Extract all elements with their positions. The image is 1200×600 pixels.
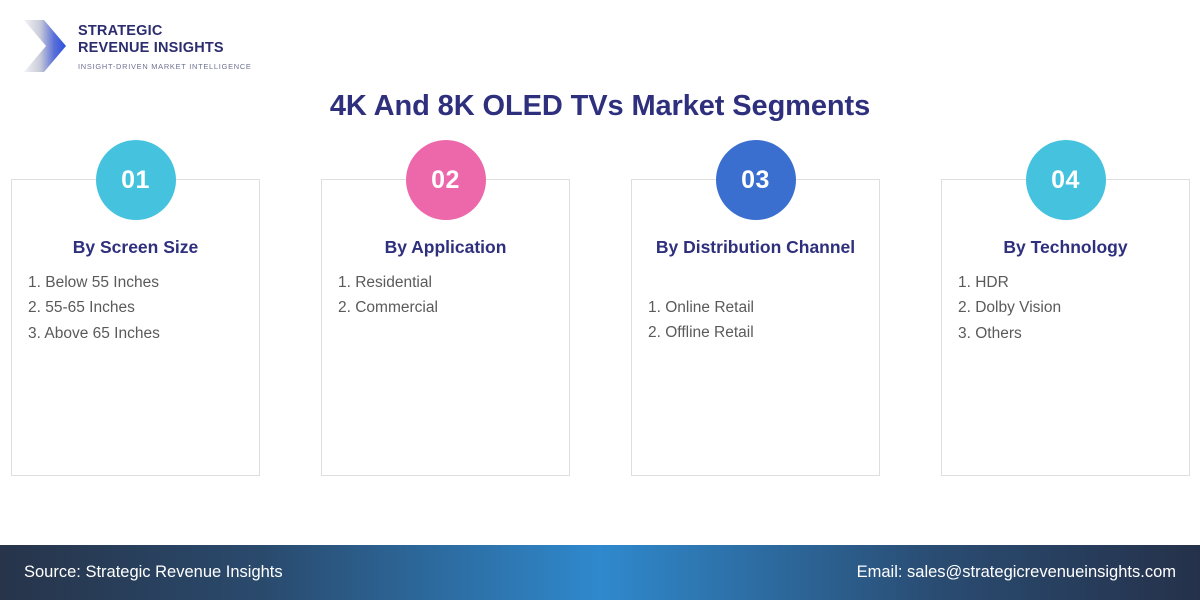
segment-card-3[interactable]: 03 By Distribution Channel 1. Online Ret… bbox=[631, 140, 880, 476]
segment-card-list: 01 By Screen Size 1. Below 55 Inches 2. … bbox=[11, 140, 1190, 476]
footer-email[interactable]: Email: sales@strategicrevenueinsights.co… bbox=[856, 563, 1176, 581]
segment-title-4: By Technology bbox=[1003, 237, 1128, 257]
list-item: 3. Above 65 Inches bbox=[28, 324, 160, 342]
segment-title-2: By Application bbox=[384, 237, 507, 257]
brand-logo: STRATEGIC REVENUE INSIGHTS INSIGHT-DRIVE… bbox=[22, 18, 252, 74]
segment-card-4[interactable]: 04 By Technology 1. HDR 2. Dolby Vision … bbox=[941, 140, 1190, 476]
list-item: 3. Others bbox=[958, 324, 1022, 342]
logo-wordmark: STRATEGIC REVENUE INSIGHTS INSIGHT-DRIVE… bbox=[78, 21, 252, 71]
footer-bar: Source: Strategic Revenue Insights Email… bbox=[0, 545, 1200, 600]
logo-name-line2: REVENUE INSIGHTS bbox=[78, 40, 224, 56]
segment-title-1: By Screen Size bbox=[72, 237, 199, 257]
segment-badge-3: 03 bbox=[715, 140, 796, 220]
list-item: 1. Below 55 Inches bbox=[28, 274, 159, 291]
list-item: 1. Online Retail bbox=[648, 299, 754, 316]
segment-card-2[interactable]: 02 By Application 1. Residential 2. Comm… bbox=[321, 140, 570, 476]
logo-name-line1: STRATEGIC bbox=[78, 23, 163, 40]
segment-badge-4: 04 bbox=[1025, 140, 1106, 220]
list-item: 1. HDR bbox=[958, 274, 1009, 291]
footer-source: Source: Strategic Revenue Insights bbox=[24, 563, 283, 581]
segment-items-2: 1. Residential 2. Commercial bbox=[338, 270, 559, 321]
segment-badge-2: 02 bbox=[405, 140, 486, 220]
segment-badge-1: 01 bbox=[95, 140, 176, 220]
segment-items-4: 1. HDR 2. Dolby Vision 3. Others bbox=[958, 270, 1179, 346]
segment-items-1: 1. Below 55 Inches 2. 55-65 Inches 3. Ab… bbox=[28, 270, 249, 346]
page-title: 4K And 8K OLED TVs Market Segments bbox=[329, 90, 871, 122]
segment-card-1[interactable]: 01 By Screen Size 1. Below 55 Inches 2. … bbox=[11, 140, 260, 476]
segment-title-3: By Distribution Channel bbox=[655, 237, 856, 257]
list-item: 2. 55-65 Inches bbox=[28, 299, 135, 317]
chevron-right-logo-mark bbox=[22, 18, 68, 74]
logo-tagline: INSIGHT-DRIVEN MARKET INTELLIGENCE bbox=[78, 61, 252, 71]
list-item: 1. Residential bbox=[338, 274, 432, 291]
list-item: 2. Commercial bbox=[338, 299, 438, 317]
list-item: 2. Dolby Vision bbox=[958, 299, 1062, 317]
segment-items-3: 1. Online Retail 2. Offline Retail bbox=[648, 295, 869, 346]
list-item: 2. Offline Retail bbox=[648, 324, 754, 342]
